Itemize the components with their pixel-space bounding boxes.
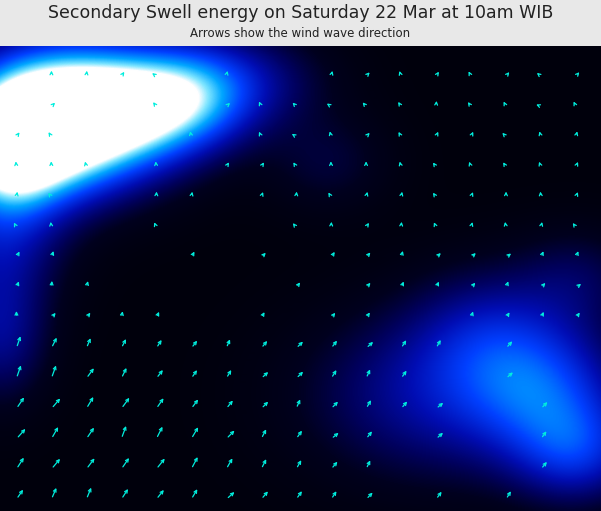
Text: Secondary Swell energy on Saturday 22 Mar at 10am WIB: Secondary Swell energy on Saturday 22 Ma… (48, 4, 553, 22)
Text: Arrows show the wind wave direction: Arrows show the wind wave direction (191, 27, 410, 40)
